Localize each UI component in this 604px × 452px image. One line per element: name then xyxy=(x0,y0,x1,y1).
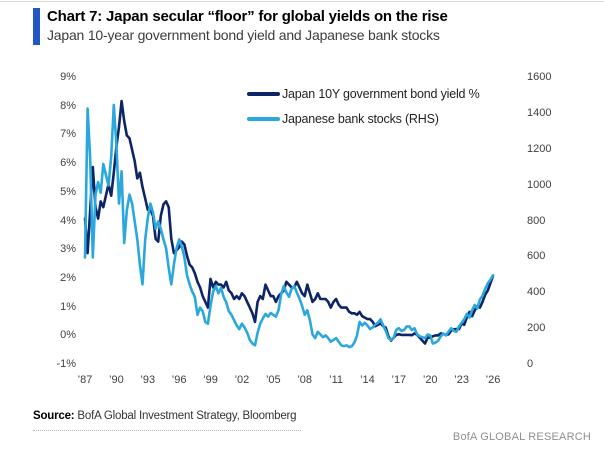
source-label: Source: xyxy=(33,410,75,422)
legend-label-bank-stocks: Japanese bank stocks (RHS) xyxy=(282,111,439,126)
brand-footer: BofA GLOBAL RESEARCH xyxy=(452,431,591,443)
left-y-tick: 1% xyxy=(60,300,76,313)
right-y-tick: 200 xyxy=(527,322,546,335)
left-y-tick: -1% xyxy=(56,358,76,370)
legend-label-bond-yield: Japan 10Y government bond yield % xyxy=(282,86,480,101)
x-axis-tick: ’93 xyxy=(140,374,156,386)
bond-yield-line xyxy=(83,99,495,345)
left-y-tick: 0% xyxy=(60,329,76,342)
left-y-tick: 3% xyxy=(60,243,76,256)
chart-title: Chart 7: Japan secular “floor” for globa… xyxy=(47,8,448,25)
x-axis-tick: ’96 xyxy=(171,374,187,386)
right-y-tick: 1000 xyxy=(527,178,552,191)
x-axis-tick: ’17 xyxy=(391,374,407,386)
left-y-tick: 5% xyxy=(60,185,76,198)
left-y-tick: 9% xyxy=(60,71,76,83)
right-y-tick: 600 xyxy=(527,250,546,263)
left-y-tick: 8% xyxy=(60,99,76,112)
left-y-tick: 7% xyxy=(60,128,76,141)
bond-yield-swatch xyxy=(247,91,280,96)
x-axis-tick: ’08 xyxy=(297,374,313,386)
x-axis-tick: ’20 xyxy=(422,374,438,386)
right-y-tick: 0 xyxy=(527,358,534,370)
right-y-tick: 800 xyxy=(527,214,546,227)
bank-stocks-line xyxy=(83,103,495,349)
left-y-tick: 4% xyxy=(60,214,76,227)
x-axis-tick: ’26 xyxy=(485,374,501,386)
right-y-tick: 1200 xyxy=(527,142,552,155)
x-axis-tick: ’23 xyxy=(454,374,469,386)
bank-stocks-swatch xyxy=(247,116,280,121)
x-axis-tick: ’87 xyxy=(77,374,93,386)
legend: Japan 10Y government bond yield % Japane… xyxy=(247,81,480,131)
source-text: BofA Global Investment Strategy, Bloombe… xyxy=(74,410,297,422)
right-y-tick: 1600 xyxy=(527,71,552,83)
x-axis-tick: ’05 xyxy=(265,374,281,386)
legend-item-bond-yield: Japan 10Y government bond yield % xyxy=(247,81,480,106)
x-axis-tick: ’02 xyxy=(234,374,250,386)
x-axis-tick: ’99 xyxy=(203,374,218,386)
x-axis-tick: ’11 xyxy=(329,374,343,386)
title-accent-bar xyxy=(33,8,40,45)
x-axis-tick: ’90 xyxy=(109,374,124,386)
left-y-tick: 2% xyxy=(60,271,76,284)
top-divider xyxy=(0,1,604,2)
left-y-tick: 6% xyxy=(60,157,76,170)
chart-header: Chart 7: Japan secular “floor” for globa… xyxy=(47,7,448,44)
right-y-tick: 1400 xyxy=(527,106,552,119)
legend-item-bank-stocks: Japanese bank stocks (RHS) xyxy=(247,106,479,131)
source-divider xyxy=(33,430,301,431)
right-y-tick: 400 xyxy=(527,286,546,299)
source-note: Source: BofA Global Investment Strategy,… xyxy=(33,410,297,422)
chart-subtitle: Japan 10-year government bond yield and … xyxy=(47,27,440,43)
x-axis-tick: ’14 xyxy=(360,374,375,386)
